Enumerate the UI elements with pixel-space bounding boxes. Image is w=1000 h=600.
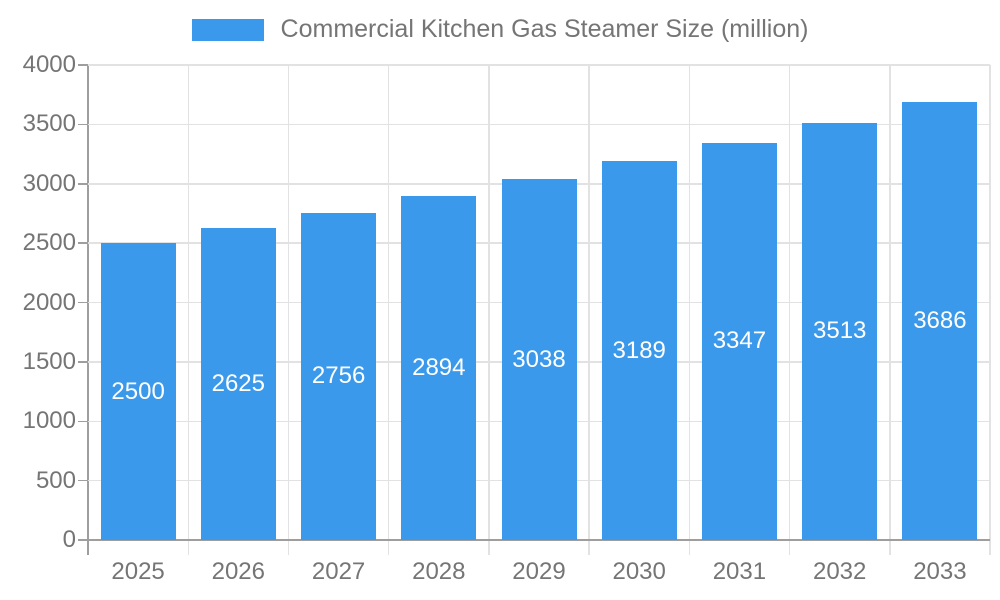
bar-value-label: 2500 [111,377,165,405]
bar [100,243,176,540]
x-axis-label: 2032 [812,558,867,585]
y-axis-label: 1500 [22,347,76,375]
bar-value-label: 2894 [412,354,466,382]
bar-value-label: 2625 [211,370,265,398]
x-gridline [287,65,290,555]
y-axis-label: 3000 [22,169,76,197]
x-axis-label: 2033 [913,558,967,585]
x-axis-label: 2027 [311,558,366,585]
y-axis-label: 500 [35,466,76,494]
y-axis-tick [78,64,88,66]
y-gridline [88,123,990,126]
y-axis-label: 3500 [22,110,76,138]
x-axis-label: 2031 [712,558,767,585]
x-axis-label: 2029 [512,558,566,585]
y-axis-tick [78,183,88,185]
x-baseline [88,539,990,541]
y-axis-tick [78,123,88,126]
bar [401,196,477,540]
legend-swatch [191,18,264,41]
x-axis-label: 2026 [211,558,265,585]
y-axis-label: 2000 [22,288,76,316]
y-axis-tick [78,242,88,244]
bar [301,212,377,540]
y-axis-tick [78,539,88,541]
y-axis-label: 2500 [22,229,76,257]
y-axis-tick [78,301,88,304]
legend: Commercial Kitchen Gas Steamer Size (mil… [0,15,1000,44]
x-gridline [989,65,991,555]
y-axis-line [87,65,89,555]
y-gridline [88,64,990,66]
x-axis-label: 2028 [412,558,466,585]
bar-value-label: 3686 [913,307,967,335]
bar-value-label: 3189 [612,336,666,364]
y-axis-tick [78,361,88,363]
bar-value-label: 3513 [812,317,867,345]
y-axis-label: 1000 [22,407,76,435]
x-axis-label: 2025 [111,558,165,585]
bar [200,228,276,540]
x-gridline [187,65,189,555]
y-axis-label: 0 [62,526,76,553]
bar-value-label: 2756 [311,362,366,390]
bar [601,161,677,540]
x-gridline [387,65,390,555]
x-axis-label: 2030 [612,558,666,585]
y-axis-label: 4000 [22,51,76,78]
bar [501,179,577,540]
x-gridline [688,65,691,555]
bar [701,142,777,540]
x-gridline [788,65,791,555]
y-axis-tick [78,479,88,482]
bar [802,122,878,540]
x-gridline [889,65,891,555]
legend-label: Commercial Kitchen Gas Steamer Size (mil… [280,15,809,43]
x-gridline [588,65,590,555]
bar-value-label: 3038 [512,345,566,373]
x-gridline [488,65,490,555]
y-axis-tick [78,420,88,422]
bar-value-label: 3347 [712,327,767,355]
bar [902,102,978,540]
